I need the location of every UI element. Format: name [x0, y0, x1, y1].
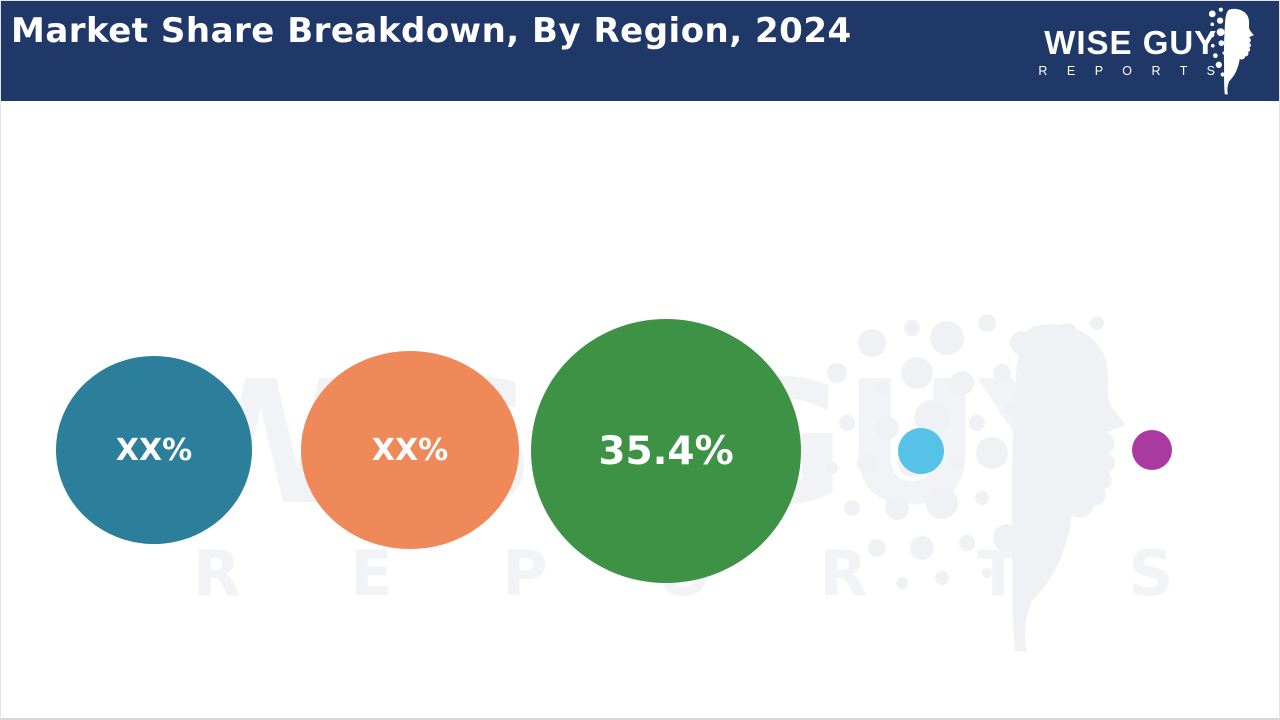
- watermark-dot-head-profile-icon: [826, 314, 1126, 651]
- bubble-chart: WISE GUY R E P O R T S: [1, 101, 1279, 718]
- bubble-north-america: XX%: [56, 356, 252, 544]
- bubble-value-north-america: XX%: [115, 432, 193, 468]
- bubble-apac: 35.4%: [531, 319, 801, 583]
- bubble-value-apac: 35.4%: [598, 428, 734, 474]
- wiseguy-logo: WISE GUY R E P O R T S: [1038, 5, 1273, 99]
- bubble-value-europe: XX%: [371, 432, 449, 468]
- bubble-mea: [1132, 430, 1172, 470]
- bubble-europe: XX%: [301, 351, 519, 549]
- bubble-south-america: [898, 428, 944, 474]
- wiseguy-logo-tagline: R E P O R T S: [1038, 63, 1223, 78]
- dot-head-profile-icon: [1209, 7, 1254, 95]
- header-bar: Market Share Breakdown, By Region, 2024 …: [1, 1, 1279, 101]
- page-title: Market Share Breakdown, By Region, 2024: [11, 11, 852, 51]
- wiseguy-logo-text: WISE GUY R E P O R T S: [1038, 26, 1223, 78]
- wiseguy-logo-name: WISE GUY: [1044, 24, 1218, 62]
